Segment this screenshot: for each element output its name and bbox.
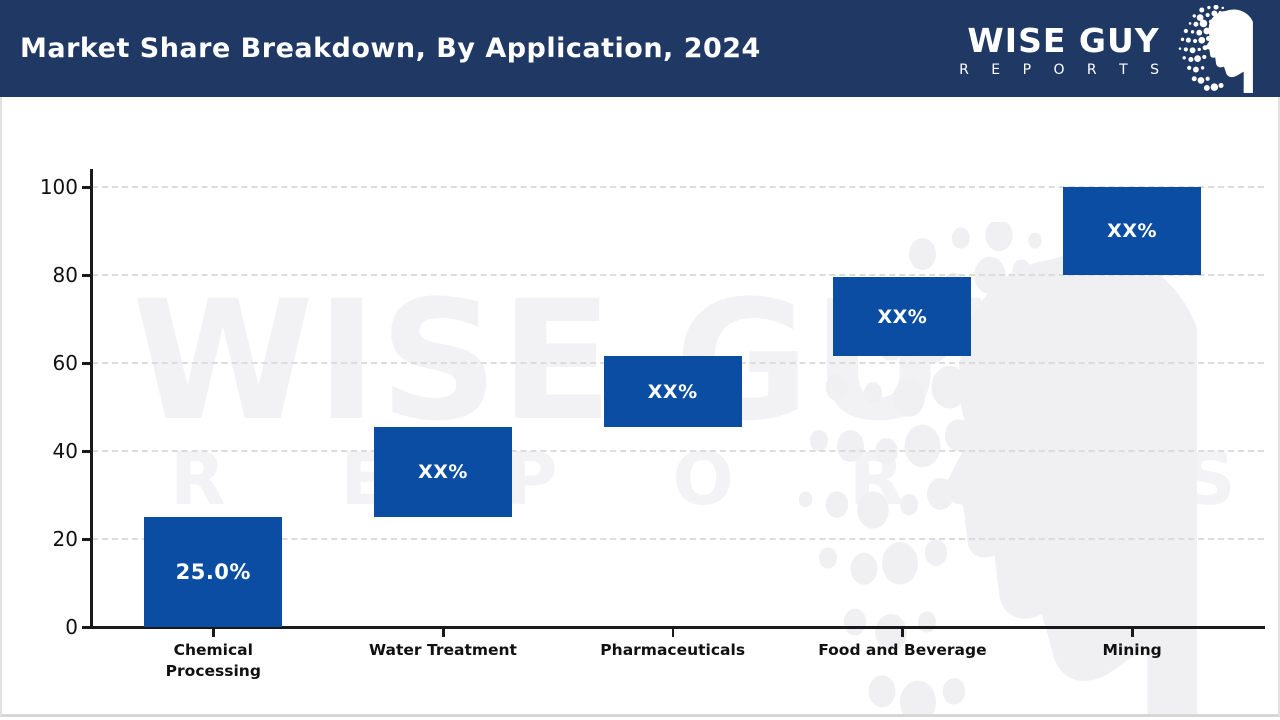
- x-category-label-2: Pharmaceuticals: [600, 641, 746, 659]
- brand-logo: WISE GUY R E P O R T S: [959, 4, 1270, 94]
- bar-value-label: XX%: [877, 305, 928, 328]
- bar-mining: XX%: [1063, 187, 1202, 275]
- gridline-80: [92, 274, 1264, 276]
- brand-name: WISE GUY: [967, 20, 1160, 60]
- brand-logo-text: WISE GUY R E P O R T S: [959, 21, 1168, 78]
- y-tick-40: [82, 450, 91, 453]
- header-bar: Market Share Breakdown, By Application, …: [0, 0, 1280, 97]
- x-tick-0: [212, 628, 215, 637]
- x-tick-4: [1131, 628, 1134, 637]
- x-tick-2: [671, 628, 675, 637]
- y-tick-60: [82, 362, 91, 365]
- y-axis-line: [90, 169, 93, 629]
- bar-value-label: 25.0%: [175, 560, 251, 584]
- y-tick-80: [82, 274, 91, 277]
- x-axis-line: [90, 626, 1265, 629]
- y-tick-label-0: 0: [65, 615, 78, 639]
- y-tick-label-100: 100: [39, 175, 78, 199]
- bar-food-and-beverage: XX%: [833, 277, 972, 357]
- chart-area: WISE GUY R E P O R T S 0 20 40 60 80 100 25.0%…: [0, 97, 1280, 717]
- bar-pharmaceuticals: XX%: [603, 356, 742, 427]
- gridline-20: [92, 538, 1264, 540]
- page-title: Market Share Breakdown, By Application, …: [20, 33, 761, 64]
- y-tick-20: [82, 538, 91, 541]
- y-tick-label-40: 40: [52, 439, 78, 463]
- x-category-label-3: Food and Beverage: [818, 641, 987, 659]
- bar-value-label: XX%: [647, 380, 698, 403]
- x-category-label-4: Mining: [1102, 641, 1162, 659]
- bar-value-label: XX%: [418, 460, 468, 483]
- bar-chemical-processing: 25.0%: [144, 517, 283, 627]
- y-tick-100: [82, 186, 91, 189]
- x-category-label-0: Chemical Processing: [165, 641, 261, 680]
- y-tick-0: [82, 626, 91, 629]
- gridline-100: [92, 186, 1264, 188]
- brand-head-icon: [1178, 5, 1253, 93]
- y-tick-label-80: 80: [52, 263, 78, 287]
- x-tick-1: [442, 628, 445, 637]
- x-category-label-1: Water Treatment: [369, 641, 517, 659]
- gridline-40: [92, 450, 1264, 452]
- bar-chart: 0 20 40 60 80 100 25.0% Chemical Processing XX% W…: [2, 97, 1278, 714]
- brand-subtitle: R E P O R T S: [959, 61, 1168, 78]
- bar-water-treatment: XX%: [374, 426, 512, 517]
- x-tick-3: [901, 628, 904, 637]
- bar-value-label: XX%: [1107, 220, 1158, 242]
- y-tick-label-20: 20: [52, 527, 78, 551]
- y-tick-label-60: 60: [52, 351, 78, 375]
